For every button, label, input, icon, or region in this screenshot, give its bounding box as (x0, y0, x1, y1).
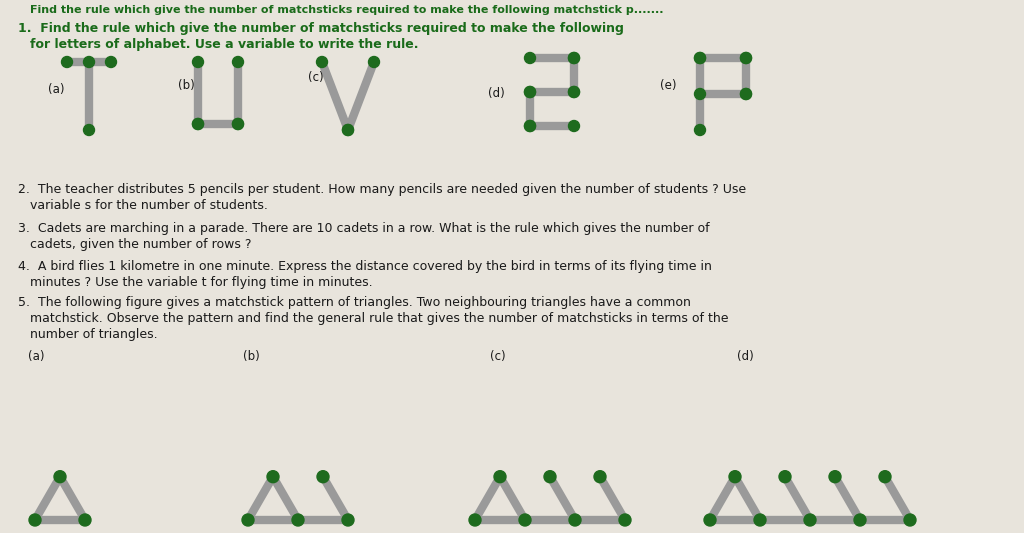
Text: 1.  Find the rule which give the number of matchsticks required to make the foll: 1. Find the rule which give the number o… (18, 22, 624, 35)
Text: matchstick. Observe the pattern and find the general rule that gives the number : matchstick. Observe the pattern and find… (30, 312, 728, 325)
Circle shape (524, 52, 536, 63)
Text: (e): (e) (660, 78, 677, 92)
Circle shape (232, 118, 244, 130)
Text: (d): (d) (488, 86, 505, 100)
Text: 4.  A bird flies 1 kilometre in one minute. Express the distance covered by the : 4. A bird flies 1 kilometre in one minut… (18, 260, 712, 273)
Text: (a): (a) (48, 84, 65, 96)
Text: number of triangles.: number of triangles. (30, 328, 158, 341)
Circle shape (524, 120, 536, 132)
Text: 5.  The following figure gives a matchstick pattern of triangles. Two neighbouri: 5. The following figure gives a matchsti… (18, 296, 691, 309)
Circle shape (569, 514, 581, 526)
Text: (c): (c) (490, 350, 506, 363)
Circle shape (84, 56, 94, 68)
Circle shape (494, 471, 506, 483)
Text: (d): (d) (737, 350, 754, 363)
Circle shape (740, 88, 752, 100)
Circle shape (193, 118, 204, 130)
Text: minutes ? Use the variable t for flying time in minutes.: minutes ? Use the variable t for flying … (30, 276, 373, 289)
Circle shape (779, 471, 791, 483)
Circle shape (694, 125, 706, 135)
Circle shape (740, 88, 752, 100)
Circle shape (524, 120, 536, 132)
Circle shape (105, 56, 117, 68)
Circle shape (342, 125, 353, 135)
Circle shape (193, 118, 204, 130)
Circle shape (740, 52, 752, 63)
Circle shape (694, 52, 706, 63)
Circle shape (232, 118, 244, 130)
Circle shape (544, 471, 556, 483)
Circle shape (369, 56, 380, 68)
Circle shape (879, 471, 891, 483)
Text: Find the rule which give the number of matchsticks required to make the followin: Find the rule which give the number of m… (30, 5, 664, 15)
Circle shape (84, 125, 94, 135)
Circle shape (292, 514, 304, 526)
Circle shape (729, 471, 741, 483)
Text: cadets, given the number of rows ?: cadets, given the number of rows ? (30, 238, 252, 251)
Circle shape (568, 52, 580, 63)
Circle shape (29, 514, 41, 526)
Circle shape (317, 471, 329, 483)
Circle shape (618, 514, 631, 526)
Circle shape (469, 514, 481, 526)
Text: (b): (b) (178, 78, 195, 92)
Text: for letters of alphabet. Use a variable to write the rule.: for letters of alphabet. Use a variable … (30, 38, 419, 51)
Circle shape (79, 514, 91, 526)
Circle shape (232, 56, 244, 68)
Circle shape (193, 56, 204, 68)
Circle shape (267, 471, 279, 483)
Circle shape (854, 514, 866, 526)
Circle shape (804, 514, 816, 526)
Text: 2.  The teacher distributes 5 pencils per student. How many pencils are needed g: 2. The teacher distributes 5 pencils per… (18, 183, 746, 196)
Circle shape (61, 56, 73, 68)
Circle shape (694, 52, 706, 63)
Circle shape (754, 514, 766, 526)
Circle shape (316, 56, 328, 68)
Circle shape (54, 471, 66, 483)
Text: (b): (b) (243, 350, 260, 363)
Circle shape (568, 86, 580, 98)
Circle shape (904, 514, 916, 526)
Circle shape (594, 471, 606, 483)
Text: (a): (a) (28, 350, 44, 363)
Text: (c): (c) (308, 71, 324, 85)
Circle shape (524, 86, 536, 98)
Circle shape (568, 120, 580, 132)
Circle shape (568, 86, 580, 98)
Text: variable s for the number of students.: variable s for the number of students. (30, 199, 268, 212)
Circle shape (829, 471, 841, 483)
Circle shape (740, 52, 752, 63)
Circle shape (242, 514, 254, 526)
Circle shape (342, 514, 354, 526)
Circle shape (705, 514, 716, 526)
Circle shape (524, 86, 536, 98)
Circle shape (342, 125, 353, 135)
Text: 3.  Cadets are marching in a parade. There are 10 cadets in a row. What is the r: 3. Cadets are marching in a parade. Ther… (18, 222, 710, 235)
Circle shape (568, 52, 580, 63)
Circle shape (519, 514, 531, 526)
Circle shape (694, 88, 706, 100)
